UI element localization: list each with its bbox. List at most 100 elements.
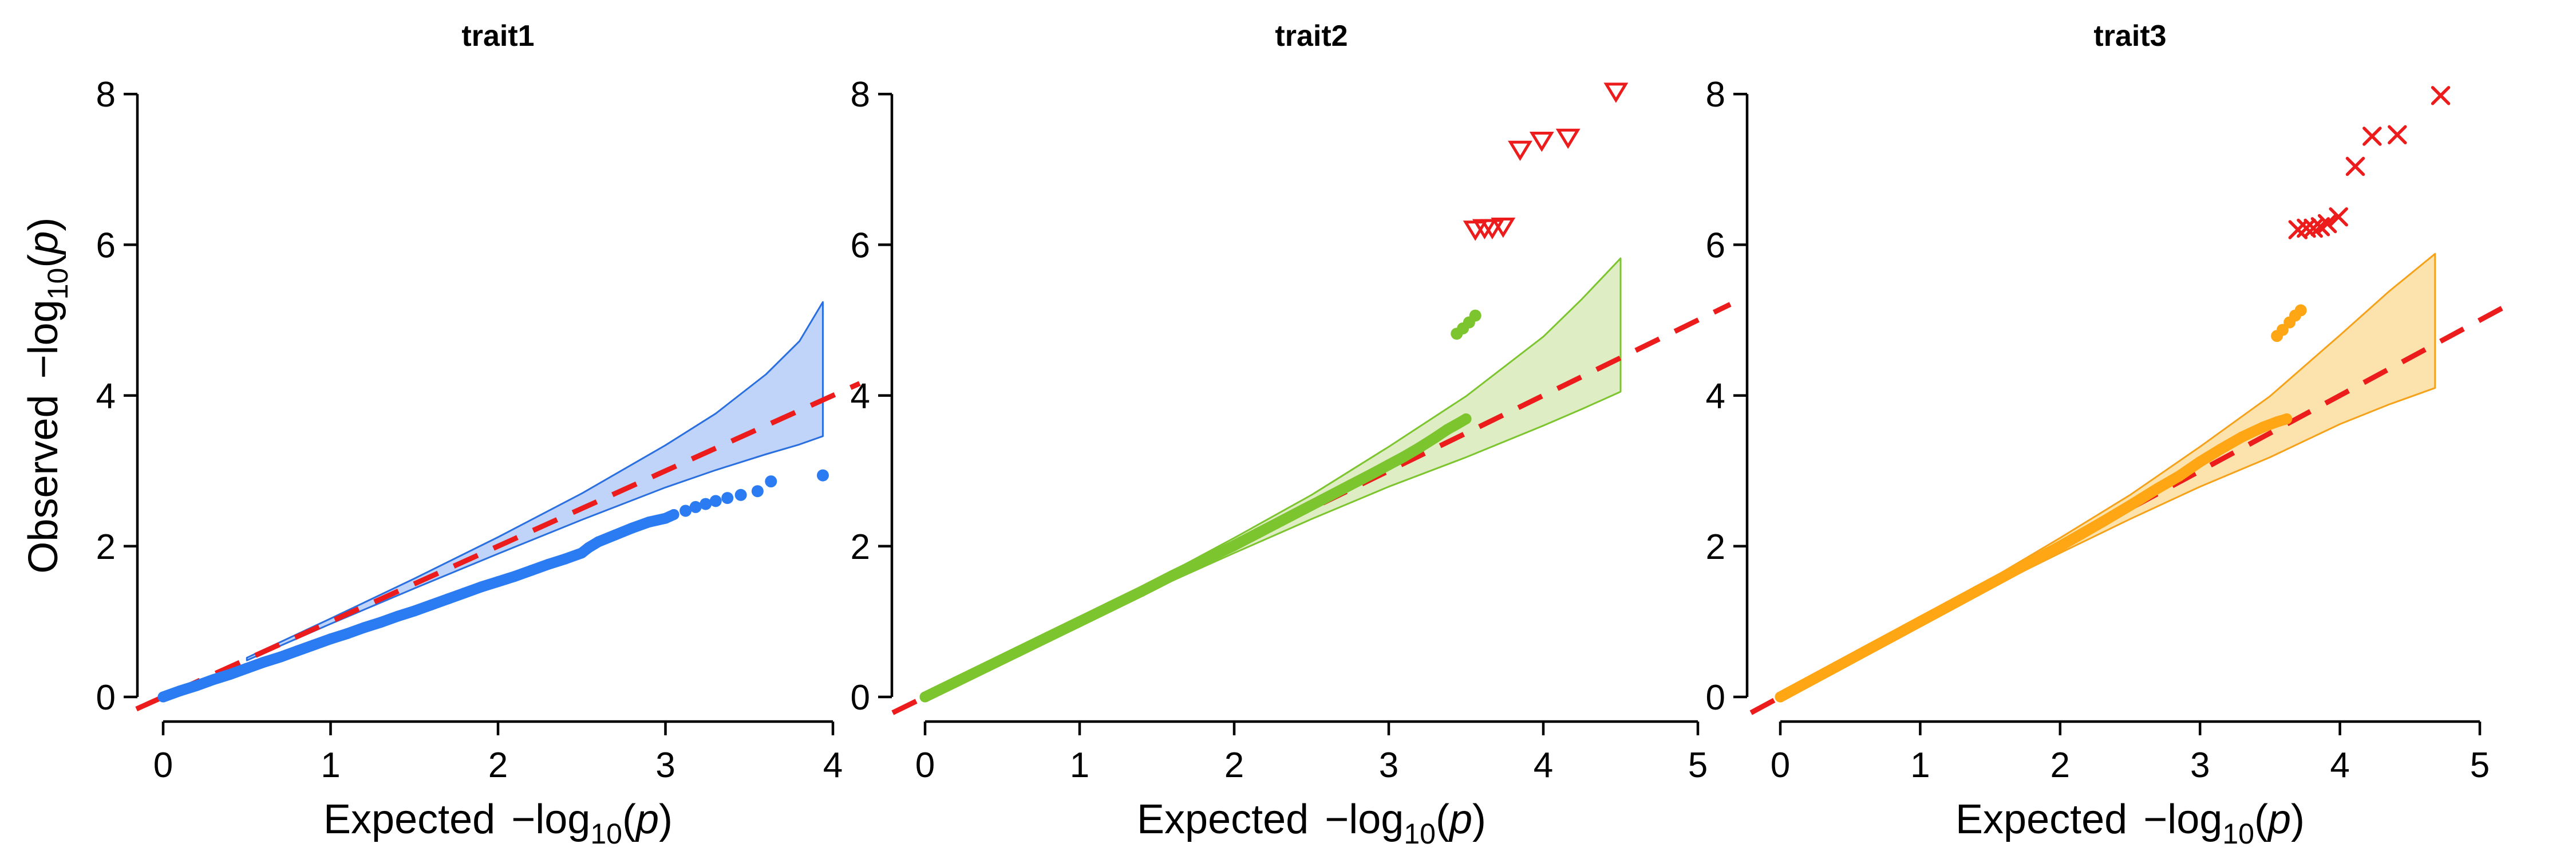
data-point xyxy=(668,509,679,521)
x-tick-label: 2 xyxy=(488,746,508,785)
data-point xyxy=(2276,324,2289,336)
outlier-triangle-marker xyxy=(1603,82,1629,103)
data-point xyxy=(174,685,185,696)
x-tick-label: 1 xyxy=(321,746,340,785)
data-point xyxy=(721,492,734,505)
data-point xyxy=(2096,517,2108,528)
outlier-x-marker xyxy=(2362,127,2382,146)
data-point xyxy=(583,542,594,553)
confidence-band xyxy=(1849,253,2436,661)
x-tick-label: 0 xyxy=(915,746,935,785)
data-point xyxy=(2281,413,2293,424)
y-tick-label: 2 xyxy=(851,527,870,567)
x-tick-label: 1 xyxy=(1910,746,1930,785)
qq-panel-trait1: 0 2 4 6 8 0 1 2 3 4 trait1 Expected −log10(p) Observe… xyxy=(21,19,861,850)
x-tick-label: 2 xyxy=(2050,746,2070,785)
data-point xyxy=(392,610,403,622)
data-point xyxy=(1105,601,1116,612)
x-tick-label: 0 xyxy=(153,746,173,785)
data-point xyxy=(1998,570,2010,582)
data-point xyxy=(1775,691,1786,703)
x-tick-label: 4 xyxy=(2330,746,2349,785)
data-point xyxy=(1887,631,1898,643)
data-point xyxy=(1469,309,1481,322)
data-point xyxy=(409,605,420,617)
y-tick-label: 0 xyxy=(1706,678,1725,718)
data-point xyxy=(1043,631,1054,643)
y-tick-label: 0 xyxy=(96,678,116,718)
axis-label-prefix: Expected xyxy=(1955,797,2127,842)
confidence-band xyxy=(246,301,824,661)
data-point xyxy=(700,498,712,510)
data-point xyxy=(1228,539,1240,551)
data-point xyxy=(1414,442,1425,453)
data-point xyxy=(1198,555,1209,566)
data-point xyxy=(1252,527,1263,539)
y-tick-label: 4 xyxy=(96,377,116,416)
data-point xyxy=(1831,661,1842,672)
data-point xyxy=(1136,586,1147,597)
data-point xyxy=(734,488,747,501)
outlier-x-marker xyxy=(2329,207,2348,227)
x-tick-label: 0 xyxy=(1771,746,1790,785)
data-point xyxy=(1942,601,1954,612)
x-tick-label: 4 xyxy=(823,746,843,785)
outlier-triangle-marker xyxy=(1508,140,1532,161)
x-axis-label: Expected −log10(p) xyxy=(323,797,673,850)
data-point xyxy=(559,553,571,565)
qq-panel-trait2: 0 2 4 6 8 0 1 2 3 4 5 trait2 Expected −log10(p) xyxy=(851,19,1732,850)
data-point xyxy=(1398,451,1410,462)
data-point xyxy=(2075,529,2087,540)
x-tick-label: 3 xyxy=(1379,746,1398,785)
data-point xyxy=(950,676,962,688)
data-point xyxy=(2257,421,2269,433)
dense-points-run xyxy=(1775,413,2293,703)
y-tick-label: 6 xyxy=(851,226,870,265)
data-point xyxy=(543,558,554,570)
data-point xyxy=(660,513,671,524)
confidence-band xyxy=(1001,257,1622,661)
data-point xyxy=(709,495,722,507)
data-point xyxy=(679,505,692,517)
x-tick-label: 5 xyxy=(2470,746,2490,785)
data-point xyxy=(459,587,470,598)
data-point xyxy=(1914,616,1926,627)
data-point xyxy=(1167,570,1178,581)
data-point xyxy=(2237,431,2248,443)
data-point xyxy=(1383,459,1394,471)
data-point xyxy=(476,581,487,593)
data-point xyxy=(1275,515,1286,527)
data-point xyxy=(191,680,202,691)
data-point xyxy=(291,645,303,657)
data-point xyxy=(1074,616,1085,627)
y-axis-label: Observed−log10(p) xyxy=(21,218,74,574)
data-point xyxy=(2215,443,2227,455)
y-tick-label: 0 xyxy=(851,678,870,718)
data-point xyxy=(1970,586,1982,597)
x-tick-label: 4 xyxy=(1534,746,1553,785)
data-point xyxy=(2124,500,2136,511)
data-point xyxy=(509,570,520,582)
data-point xyxy=(1859,646,1870,657)
data-point xyxy=(308,639,319,651)
axis-label-prefix: Expected xyxy=(323,797,495,842)
x-tick-label: 3 xyxy=(655,746,675,785)
data-point xyxy=(643,517,654,528)
data-point xyxy=(208,674,219,685)
data-point xyxy=(258,656,269,668)
qq-panel-trait3: 0 2 4 6 8 0 1 2 3 4 5 trait3 Expected −log10(p) xyxy=(1706,19,2511,850)
data-point xyxy=(442,593,453,605)
data-point xyxy=(626,522,638,534)
panel-title: trait2 xyxy=(1275,19,1348,53)
panel-title: trait1 xyxy=(461,19,534,53)
outlier-x-marker xyxy=(2345,156,2365,176)
data-point xyxy=(816,469,829,482)
y-tick-label: 4 xyxy=(851,377,870,416)
y-tick-label: 8 xyxy=(96,75,116,115)
x-axis-label: Expected −log10(p) xyxy=(1955,797,2305,850)
data-point xyxy=(157,691,169,703)
panel-title: trait3 xyxy=(2093,19,2166,53)
data-point xyxy=(325,633,336,645)
x-tick-label: 5 xyxy=(1688,746,1708,785)
